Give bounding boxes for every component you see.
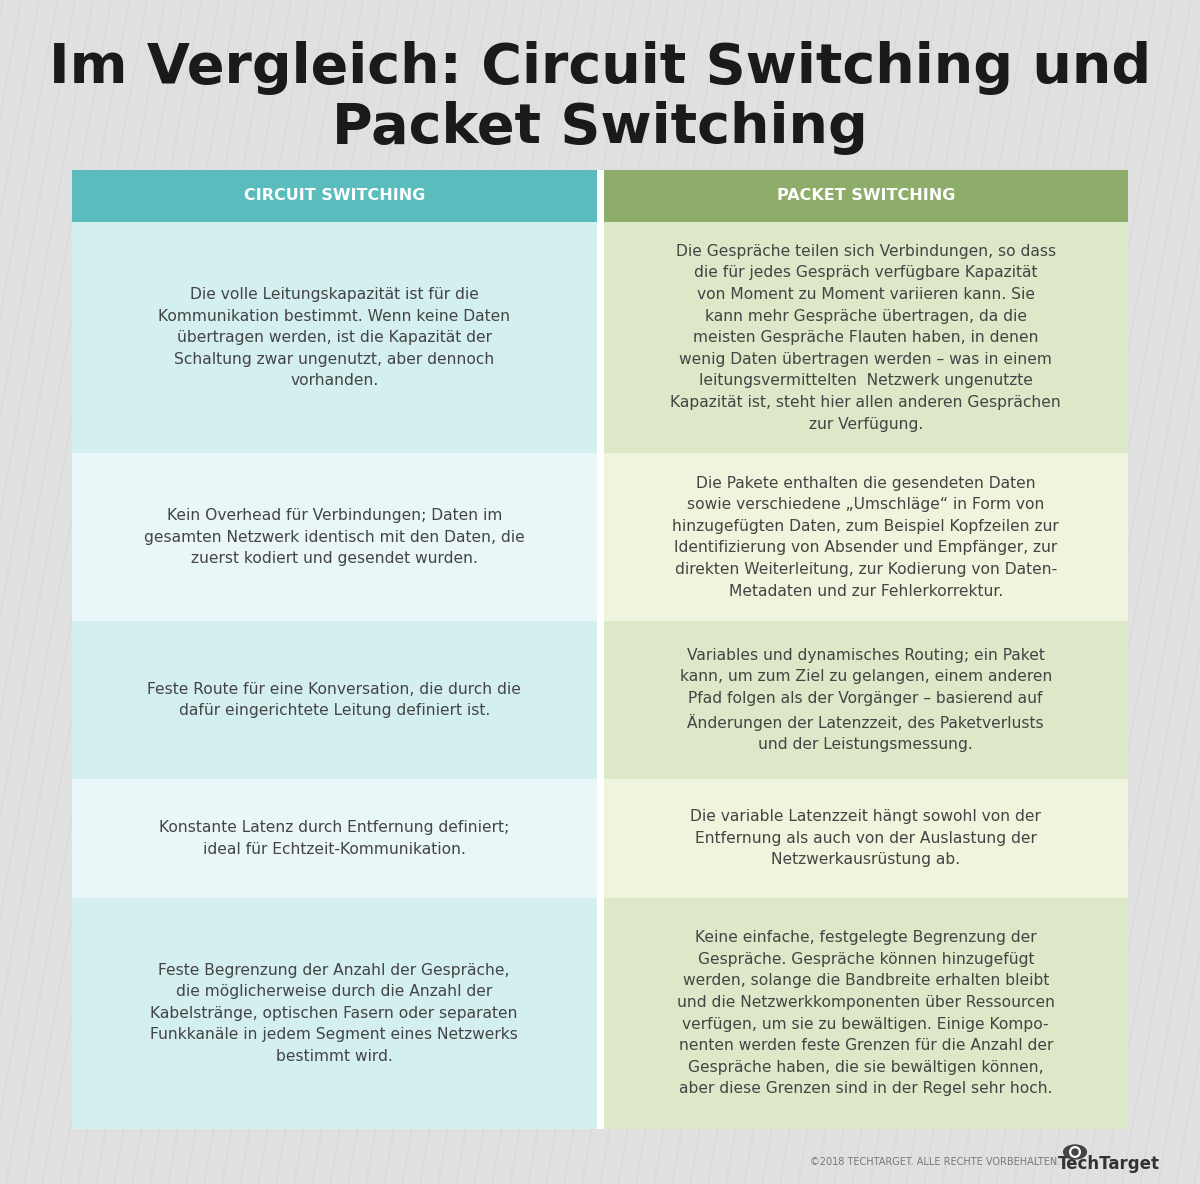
FancyBboxPatch shape [604,170,1128,223]
Circle shape [1072,1148,1078,1156]
FancyBboxPatch shape [72,897,596,1130]
Text: TechTarget: TechTarget [1058,1156,1160,1173]
Text: PACKET SWITCHING: PACKET SWITCHING [776,188,955,204]
Text: ©2018 TECHTARGET. ALLE RECHTE VORBEHALTEN.: ©2018 TECHTARGET. ALLE RECHTE VORBEHALTE… [810,1157,1060,1167]
FancyBboxPatch shape [604,779,1128,897]
Text: Packet Switching: Packet Switching [332,101,868,155]
Text: Die variable Latenzzeit hängt sowohl von der
Entfernung als auch von der Auslast: Die variable Latenzzeit hängt sowohl von… [690,810,1042,868]
Text: Konstante Latenz durch Entfernung definiert;
ideal für Echtzeit-Kommunikation.: Konstante Latenz durch Entfernung defini… [160,821,509,857]
Text: Keine einfache, festgelegte Begrenzung der
Gespräche. Gespräche können hinzugefü: Keine einfache, festgelegte Begrenzung d… [677,931,1055,1096]
FancyBboxPatch shape [604,897,1128,1130]
Text: Feste Route für eine Konversation, die durch die
dafür eingerichtete Leitung def: Feste Route für eine Konversation, die d… [148,682,521,719]
Text: Variables und dynamisches Routing; ein Paket
kann, um zum Ziel zu gelangen, eine: Variables und dynamisches Routing; ein P… [679,648,1052,752]
Circle shape [1069,1147,1080,1157]
FancyBboxPatch shape [604,620,1128,779]
Text: Feste Begrenzung der Anzahl der Gespräche,
die möglicherweise durch die Anzahl d: Feste Begrenzung der Anzahl der Gespräch… [150,963,518,1064]
Text: Die volle Leitungskapazität ist für die
Kommunikation bestimmt. Wenn keine Daten: Die volle Leitungskapazität ist für die … [158,287,510,388]
FancyBboxPatch shape [72,620,596,779]
FancyBboxPatch shape [72,779,596,897]
FancyBboxPatch shape [604,223,1128,453]
FancyBboxPatch shape [72,223,596,453]
Text: Im Vergleich: Circuit Switching und: Im Vergleich: Circuit Switching und [49,41,1151,95]
Text: Kein Overhead für Verbindungen; Daten im
gesamten Netzwerk identisch mit den Dat: Kein Overhead für Verbindungen; Daten im… [144,508,524,566]
Text: Die Pakete enthalten die gesendeten Daten
sowie verschiedene „Umschläge“ in Form: Die Pakete enthalten die gesendeten Date… [672,476,1060,599]
FancyBboxPatch shape [604,453,1128,620]
FancyBboxPatch shape [72,453,596,620]
Text: Die Gespräche teilen sich Verbindungen, so dass
die für jedes Gespräch verfügbar: Die Gespräche teilen sich Verbindungen, … [671,244,1061,432]
Text: CIRCUIT SWITCHING: CIRCUIT SWITCHING [244,188,425,204]
Ellipse shape [1063,1144,1087,1159]
FancyBboxPatch shape [72,170,596,223]
FancyBboxPatch shape [72,170,1128,1130]
